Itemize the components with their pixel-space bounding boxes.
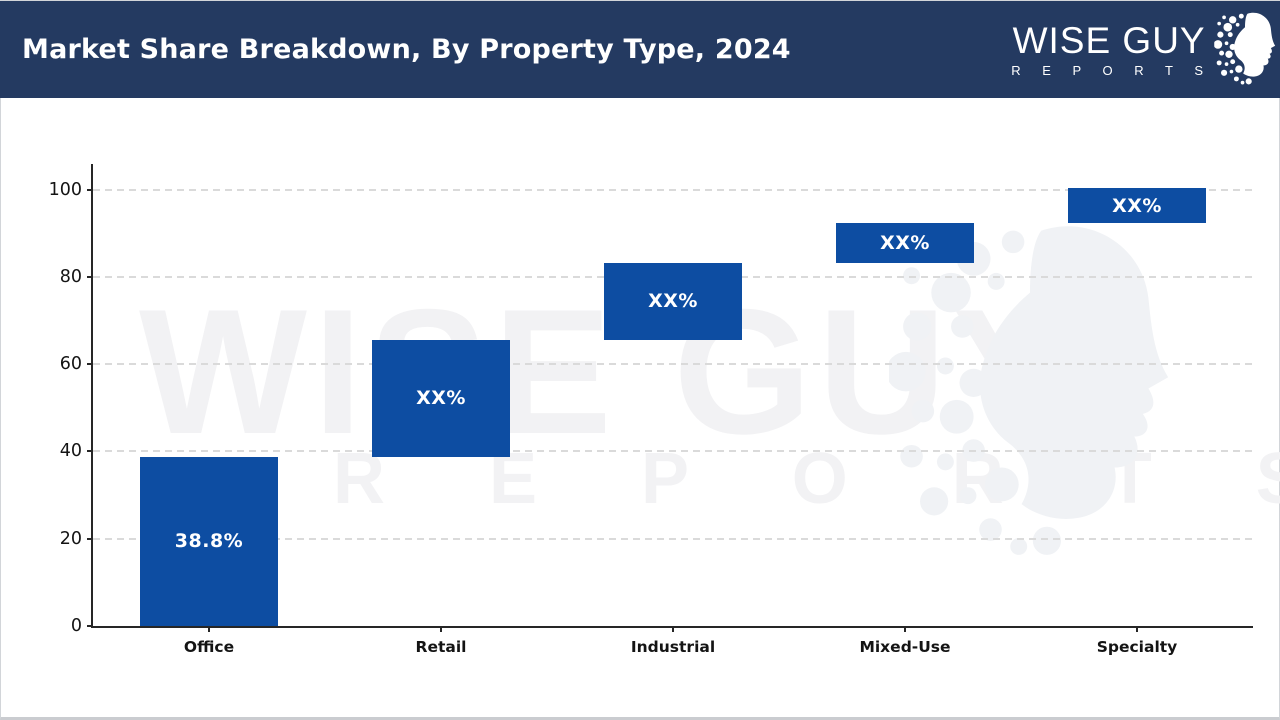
bar-mixed-use: XX% xyxy=(836,223,974,264)
x-tick-mark-0 xyxy=(208,626,210,632)
y-tick-label-60: 60 xyxy=(59,354,82,375)
y-tick-mark-0 xyxy=(87,625,93,627)
x-tick-label-1: Retail xyxy=(415,638,467,656)
plot-area: 0 20 40 60 80 100 38.8% Office XX% Retail XX% Indus… xyxy=(49,164,1253,656)
bar-office: 38.8% xyxy=(140,456,278,626)
y-tick-label-80: 80 xyxy=(59,266,82,287)
gridline-100 xyxy=(93,188,1253,191)
bar-value-label: XX% xyxy=(1112,194,1162,217)
brand-subtitle: R E P O R T S xyxy=(1011,62,1212,78)
gridline-20 xyxy=(93,537,1253,540)
bar-specialty: XX% xyxy=(1068,188,1206,224)
x-tick-label-2: Industrial xyxy=(630,638,716,656)
x-tick-mark-3 xyxy=(904,626,906,632)
bar-retail: XX% xyxy=(372,339,510,457)
bar-industrial: XX% xyxy=(604,263,742,340)
y-tick-label-20: 20 xyxy=(59,528,82,549)
x-tick-mark-2 xyxy=(672,626,674,632)
brand-head-icon xyxy=(1214,10,1276,90)
y-tick-label-100: 100 xyxy=(48,179,82,200)
brand-logo-text: WISE GUY R E P O R T S xyxy=(1006,20,1212,78)
bar-value-label: 38.8% xyxy=(174,530,244,553)
gridline-60 xyxy=(93,363,1253,366)
gridline-40 xyxy=(93,450,1253,453)
brand-logo: WISE GUY R E P O R T S xyxy=(1006,5,1276,95)
y-tick-mark-40 xyxy=(87,450,93,453)
header: Market Share Breakdown, By Property Type… xyxy=(0,1,1280,98)
bar-value-label: XX% xyxy=(416,387,466,410)
y-tick-mark-100 xyxy=(87,188,93,191)
brand-name: WISE GUY xyxy=(1012,20,1206,62)
y-tick-label-0: 0 xyxy=(70,616,82,636)
bar-value-label: XX% xyxy=(648,290,698,313)
x-tick-mark-1 xyxy=(440,626,442,632)
x-tick-mark-4 xyxy=(1136,626,1138,632)
y-tick-mark-80 xyxy=(87,275,93,278)
chart-title: Market Share Breakdown, By Property Type… xyxy=(22,34,791,65)
x-tick-label-0: Office xyxy=(183,638,235,656)
y-tick-label-40: 40 xyxy=(59,441,82,462)
y-tick-mark-60 xyxy=(87,363,93,366)
bar-value-label: XX% xyxy=(880,232,930,255)
x-tick-label-3: Mixed-Use xyxy=(859,638,951,656)
x-tick-label-4: Specialty xyxy=(1096,638,1178,656)
y-tick-mark-20 xyxy=(87,537,93,540)
